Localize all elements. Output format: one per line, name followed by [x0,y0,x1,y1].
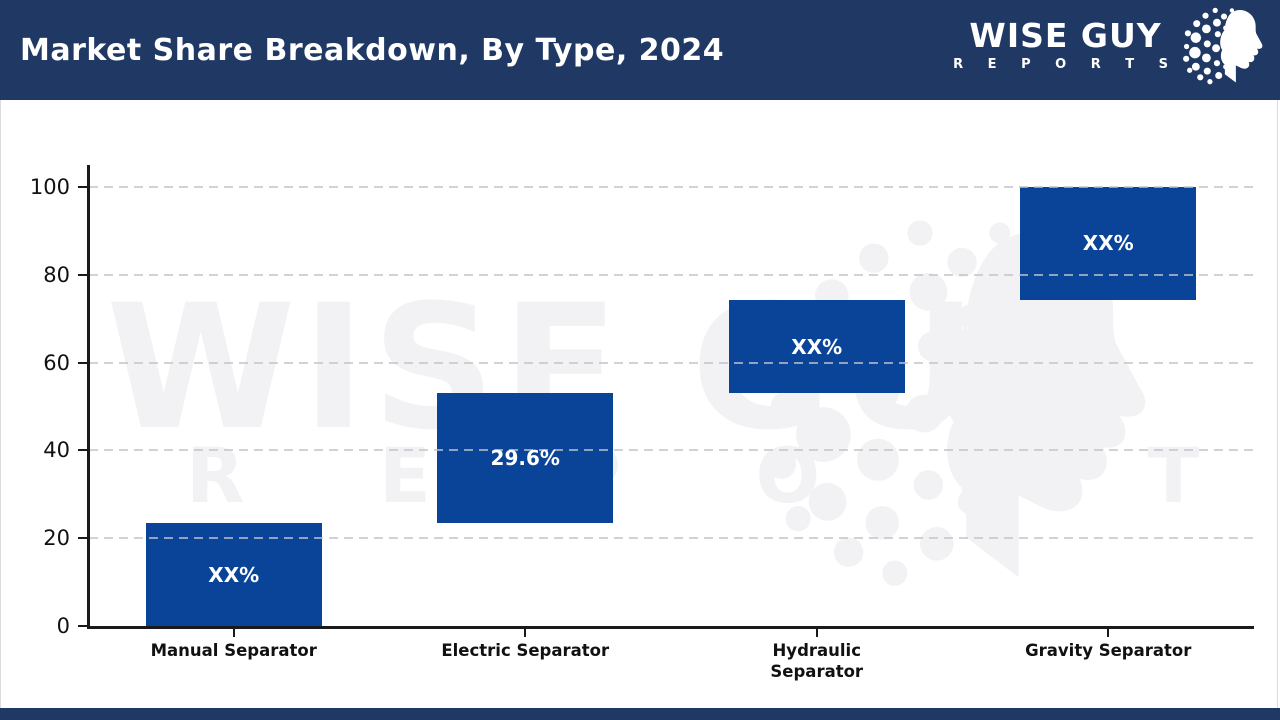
header-band: Market Share Breakdown, By Type, 2024 WI… [0,0,1280,100]
y-gridline [89,273,1254,276]
y-tick-mark [78,625,87,627]
y-axis-spine [87,165,90,628]
y-tick-mark [78,186,87,188]
y-tick-label: 60 [43,350,70,375]
bar-value-label: XX% [791,334,843,359]
y-gridline [89,186,1254,188]
bar-segment [728,299,905,394]
dotted-face-logo-icon [1183,7,1263,85]
footer-band [0,708,1280,720]
x-category-label: Gravity Separator [1025,641,1192,660]
y-tick-mark [78,273,87,276]
brand-logo-text: WISE GUY R E P O R T S [953,16,1178,72]
bar-segment [145,523,322,626]
right-edge-border [1277,100,1278,708]
x-tick-mark [1107,629,1110,637]
x-category-label: Electric Separator [441,641,610,660]
brand-name: WISE GUY [969,16,1162,55]
x-tick-mark [815,629,818,637]
y-tick-mark [78,449,87,452]
y-gridline [89,449,1254,452]
bar-value-label: 29.6% [490,446,560,471]
y-gridline [89,361,1254,364]
y-tick-mark [78,537,87,540]
x-category-label: Manual Separator [150,641,317,660]
page-title: Market Share Breakdown, By Type, 2024 [20,32,725,68]
y-tick-label: 100 [29,175,70,199]
x-tick-mark [524,629,527,637]
y-tick-label: 80 [43,262,70,287]
y-gridline [89,537,1254,540]
bar-segment [1020,187,1197,300]
bar-value-label: XX% [208,562,260,587]
bar-segment [437,393,614,524]
x-axis-spine [87,626,1254,629]
y-tick-mark [78,361,87,364]
y-tick-label: 40 [43,438,70,463]
bar-value-label: XX% [1082,231,1134,256]
left-edge-border [0,100,1,708]
brand-subname: R E P O R T S [953,57,1178,72]
y-tick-label: 20 [43,526,70,551]
brand-logo: WISE GUY R E P O R T S [953,0,1270,100]
x-tick-mark [232,629,235,637]
y-tick-label: 0 [56,614,70,638]
x-category-label: Hydraulic Separator [770,641,864,681]
